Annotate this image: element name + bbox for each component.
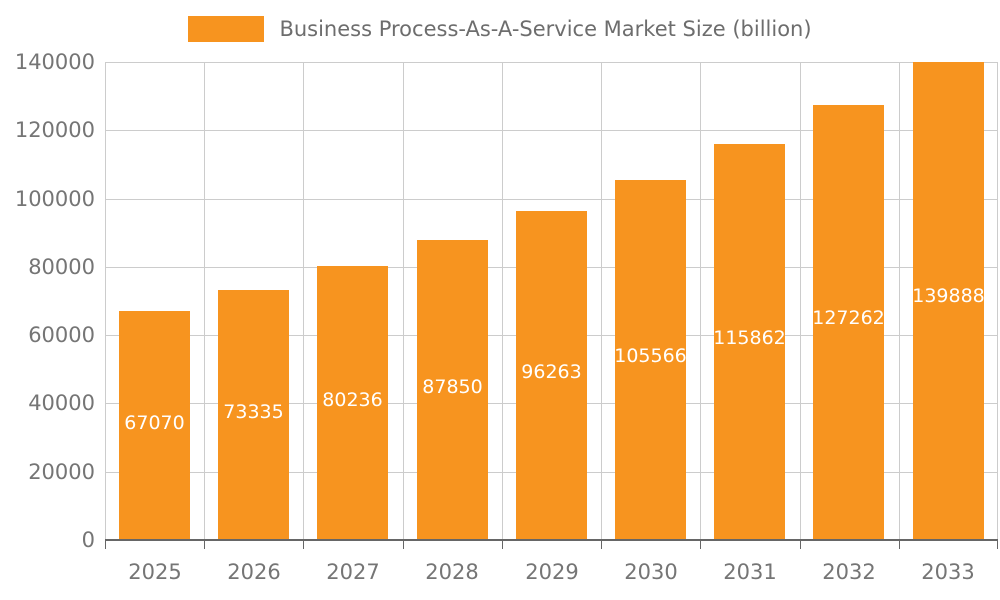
x-axis-tick bbox=[997, 541, 998, 549]
y-tick-label: 120000 bbox=[14, 118, 95, 142]
x-axis-tick bbox=[303, 541, 304, 549]
bar-value-label: 139888 bbox=[912, 285, 985, 307]
bar-value-label: 67070 bbox=[124, 412, 185, 434]
x-axis-tick bbox=[105, 541, 106, 549]
legend-label: Business Process-As-A-Service Market Siz… bbox=[279, 17, 812, 41]
x-tick-label-2026: 2026 bbox=[227, 560, 281, 584]
gridline-horizontal bbox=[105, 62, 998, 63]
y-tick-label: 40000 bbox=[28, 391, 95, 415]
gridline-vertical bbox=[899, 62, 900, 540]
legend-swatch bbox=[188, 16, 265, 42]
x-axis-tick bbox=[403, 541, 404, 549]
gridline-vertical bbox=[105, 62, 106, 540]
x-tick-label-2028: 2028 bbox=[425, 560, 479, 584]
gridline-vertical bbox=[800, 62, 801, 540]
gridline-vertical bbox=[303, 62, 304, 540]
chart-legend[interactable]: Business Process-As-A-Service Market Siz… bbox=[0, 16, 1000, 42]
x-axis-tick bbox=[502, 541, 503, 549]
x-axis-tick bbox=[800, 541, 801, 549]
bar-value-label: 115862 bbox=[713, 327, 786, 349]
gridline-horizontal bbox=[105, 199, 998, 200]
plot-area: 67070 73335 80236 87850 96263 105566 115862 127… bbox=[105, 62, 998, 549]
bar-2027: 80236 bbox=[317, 266, 388, 540]
x-axis-tick bbox=[601, 541, 602, 549]
x-tick-label-2033: 2033 bbox=[921, 560, 975, 584]
bar-value-label: 73335 bbox=[223, 401, 284, 423]
y-tick-label: 60000 bbox=[28, 323, 95, 347]
y-tick-label: 140000 bbox=[14, 50, 95, 74]
bar-2031: 115862 bbox=[713, 144, 786, 540]
y-tick-label: 80000 bbox=[28, 255, 95, 279]
x-axis-tick bbox=[899, 541, 900, 549]
gridline-vertical bbox=[700, 62, 701, 540]
y-tick-label: 20000 bbox=[28, 460, 95, 484]
bar-value-label: 87850 bbox=[422, 376, 483, 398]
bar-value-label: 105566 bbox=[614, 345, 687, 367]
x-tick-label-2030: 2030 bbox=[624, 560, 678, 584]
y-axis: 0 20000 40000 60000 80000 100000 120000 140000 bbox=[0, 50, 95, 552]
gridline-vertical bbox=[204, 62, 205, 540]
gridline-vertical bbox=[403, 62, 404, 540]
bar-2026: 73335 bbox=[218, 290, 289, 540]
x-tick-label-2031: 2031 bbox=[723, 560, 777, 584]
bar-value-label: 127262 bbox=[812, 307, 885, 329]
bar-value-label: 80236 bbox=[322, 389, 383, 411]
gridline-horizontal bbox=[105, 130, 998, 131]
gridline-vertical bbox=[502, 62, 503, 540]
bar-2030: 105566 bbox=[614, 180, 687, 540]
x-axis-line bbox=[105, 539, 998, 541]
bar-2025: 67070 bbox=[119, 311, 190, 540]
gridline-vertical bbox=[601, 62, 602, 540]
x-tick-label-2029: 2029 bbox=[525, 560, 579, 584]
y-tick-label: 100000 bbox=[14, 187, 95, 211]
bar-2033: 139888 bbox=[912, 62, 985, 540]
gridline-vertical bbox=[997, 62, 998, 540]
x-axis-tick bbox=[700, 541, 701, 549]
x-axis-tick bbox=[204, 541, 205, 549]
bar-2029: 96263 bbox=[516, 211, 587, 540]
x-tick-label-2032: 2032 bbox=[822, 560, 876, 584]
bar-2028: 87850 bbox=[417, 240, 488, 540]
x-tick-label-2027: 2027 bbox=[326, 560, 380, 584]
bar-value-label: 96263 bbox=[521, 361, 582, 383]
bar-2032: 127262 bbox=[812, 105, 885, 540]
x-axis: 2025 2026 2027 2028 2029 2030 2031 2032 2033 bbox=[105, 560, 998, 590]
y-tick-label: 0 bbox=[81, 528, 95, 552]
x-tick-label-2025: 2025 bbox=[128, 560, 182, 584]
